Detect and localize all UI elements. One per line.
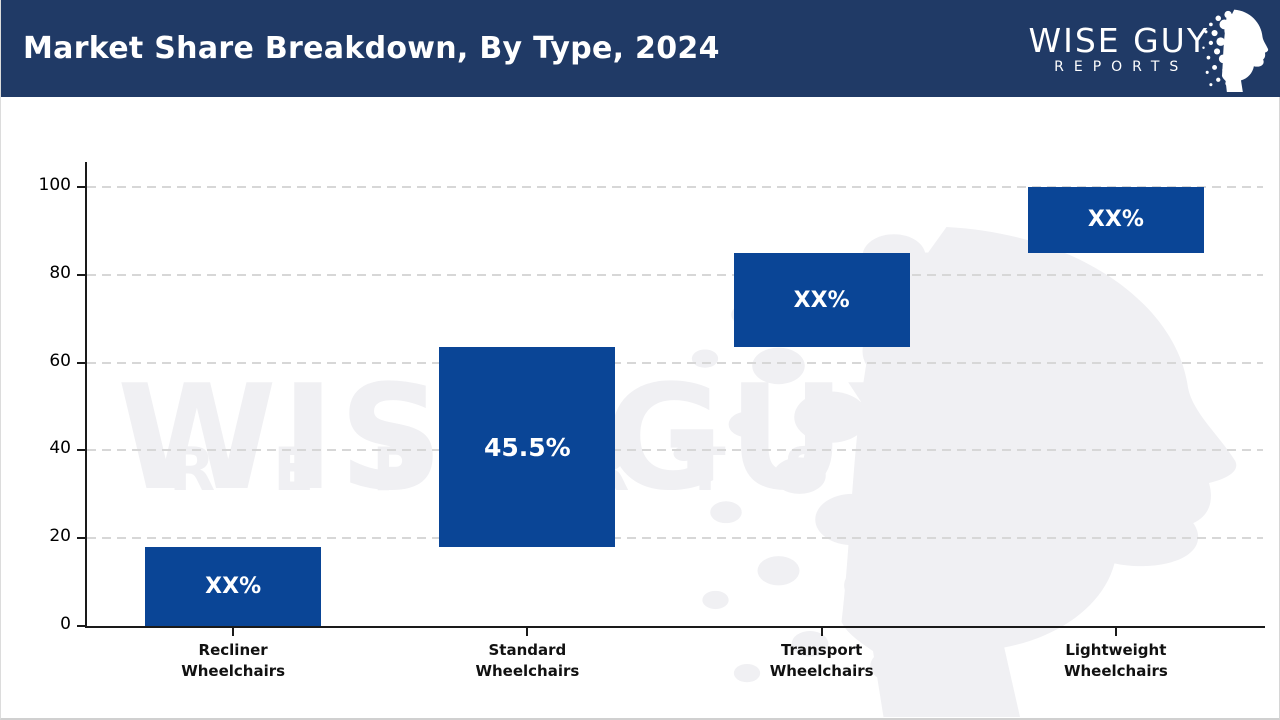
x-tick-label: Lightweight Wheelchairs bbox=[1063, 641, 1168, 680]
brand-subname: REPORTS bbox=[1054, 58, 1189, 75]
x-tick-mark bbox=[1114, 627, 1117, 636]
y-tick-mark-20 bbox=[77, 537, 85, 540]
gridline-40 bbox=[87, 449, 1263, 452]
y-tick-label-40: 40 bbox=[49, 438, 71, 459]
y-tick-mark-80 bbox=[77, 273, 85, 276]
x-tick-label: Recliner Wheelchairs bbox=[181, 641, 286, 680]
y-tick-mark-40 bbox=[77, 449, 85, 452]
x-tick-label: Standard Wheelchairs bbox=[475, 641, 580, 680]
y-tick-mark-0 bbox=[77, 625, 85, 627]
y-tick-label-0: 0 bbox=[60, 614, 71, 634]
y-tick-label-20: 20 bbox=[49, 526, 71, 547]
x-tick-label: Transport Wheelchairs bbox=[769, 641, 874, 680]
y-tick-mark-100 bbox=[77, 186, 85, 188]
gridline-20 bbox=[87, 537, 1263, 540]
x-tick-mark bbox=[820, 627, 823, 636]
gridline-60 bbox=[87, 361, 1263, 364]
brand-logo-text: WISE GUY REPORTS bbox=[1028, 24, 1209, 74]
bar-value-label: 45.5% bbox=[484, 432, 571, 462]
gridline-80 bbox=[87, 273, 1263, 276]
header-bar: Market Share Breakdown, By Type, 2024 WI… bbox=[1, 0, 1280, 97]
bar-value-label: XX% bbox=[205, 573, 262, 599]
y-tick-label-100: 100 bbox=[38, 175, 71, 195]
brand-name: WISE GUY bbox=[1028, 20, 1209, 60]
x-tick-mark bbox=[526, 627, 529, 636]
bar-value-label: XX% bbox=[1087, 207, 1144, 233]
bar-segment: XX% bbox=[1027, 187, 1204, 253]
bar-value-label: XX% bbox=[793, 287, 850, 313]
y-axis-line bbox=[85, 162, 87, 628]
brand-logo: WISE GUY REPORTS bbox=[1028, 0, 1271, 97]
x-tick-mark bbox=[232, 627, 235, 636]
y-tick-label-80: 80 bbox=[49, 262, 71, 283]
y-tick-mark-60 bbox=[77, 361, 85, 364]
page-title: Market Share Breakdown, By Type, 2024 bbox=[23, 31, 720, 66]
bar-segment: XX% bbox=[145, 546, 322, 626]
x-axis-line bbox=[85, 626, 1265, 628]
y-tick-label-60: 60 bbox=[49, 350, 71, 371]
gridline-100 bbox=[87, 186, 1263, 188]
bar-segment: 45.5% bbox=[439, 347, 616, 547]
bar-segment: XX% bbox=[733, 252, 910, 348]
